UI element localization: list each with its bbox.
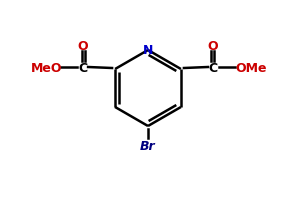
Text: N: N: [143, 44, 153, 57]
Text: Br: Br: [140, 139, 156, 152]
Text: O: O: [208, 39, 218, 52]
Text: MeO: MeO: [31, 61, 63, 74]
Text: C: C: [208, 61, 217, 74]
Text: C: C: [78, 61, 88, 74]
Text: OMe: OMe: [235, 61, 267, 74]
Text: O: O: [78, 39, 89, 52]
